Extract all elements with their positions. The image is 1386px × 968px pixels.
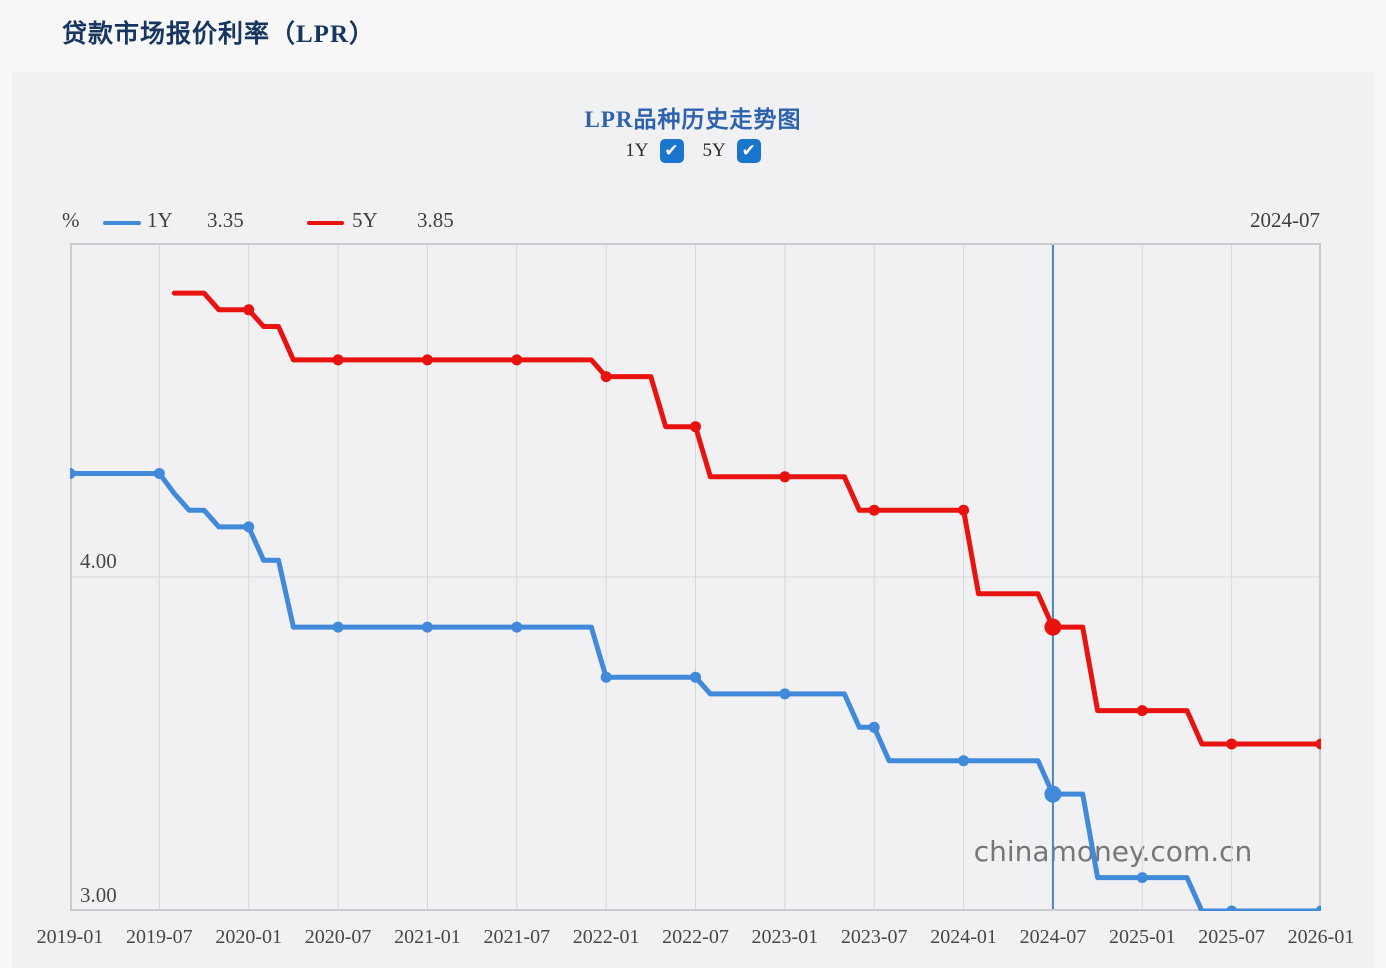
toggle-label-5y: 5Y bbox=[702, 140, 726, 161]
5y-dot bbox=[600, 371, 612, 383]
toggle-checkbox-1y[interactable]: ✔ bbox=[659, 139, 684, 163]
x-axis-label: 2021-07 bbox=[483, 926, 551, 948]
1y-dot bbox=[153, 467, 165, 479]
y-axis-unit-label: % bbox=[62, 208, 80, 232]
legend-swatch-1y bbox=[103, 221, 141, 225]
plot-border bbox=[70, 243, 1321, 911]
1y-dot bbox=[690, 671, 701, 683]
x-axis-label: 2026-01 bbox=[1287, 926, 1355, 948]
5y-dot bbox=[779, 471, 791, 483]
1y-dot bbox=[421, 621, 433, 633]
legend-value-5y: 3.85 bbox=[417, 208, 454, 232]
5y-current-dot bbox=[1044, 618, 1062, 636]
1y-dot bbox=[1136, 872, 1148, 884]
5y-dot bbox=[332, 354, 344, 366]
x-axis-label: 2022-01 bbox=[572, 926, 640, 948]
x-axis-label: 2023-01 bbox=[751, 926, 819, 948]
1y-dot bbox=[958, 755, 970, 767]
5y-dot bbox=[1226, 738, 1238, 750]
checkmark-icon: ✔ bbox=[741, 140, 756, 161]
y-axis-label: 3.00 bbox=[80, 883, 117, 907]
x-axis-label: 2020-07 bbox=[304, 926, 372, 948]
chart-title: LPR品种历史走势图 bbox=[584, 107, 802, 132]
x-axis-label: 2020-01 bbox=[215, 926, 283, 948]
1y-dot bbox=[779, 688, 791, 700]
5y-dot bbox=[1136, 705, 1148, 717]
1y-dot bbox=[600, 671, 612, 683]
toggle-label-1y: 1Y bbox=[625, 140, 649, 161]
5y-line bbox=[171, 290, 1321, 747]
x-axis-label: 2019-01 bbox=[36, 926, 104, 948]
series-toggles: 1Y ✔ 5Y ✔ bbox=[12, 136, 1374, 166]
page-title: 贷款市场报价利率（LPR） bbox=[62, 21, 376, 48]
x-axis-labels: 2019-01 2019-07 2020-01 2020-07 2021-01 2021-… bbox=[12, 926, 1374, 956]
lpr-trend-plot[interactable] bbox=[70, 243, 1321, 911]
chart-card: LPR品种历史走势图 1Y ✔ 5Y ✔ % 1Y 3.35 5Y 3.85 2… bbox=[12, 72, 1374, 968]
5y-dot bbox=[511, 354, 523, 366]
legend-name-1y: 1Y bbox=[147, 208, 173, 232]
1y-dot bbox=[332, 621, 344, 633]
legend-name-5y: 5Y bbox=[352, 208, 378, 232]
1y-dot bbox=[243, 521, 255, 533]
1y-current-dot bbox=[1044, 785, 1062, 803]
5y-dot bbox=[690, 421, 701, 433]
5y-dot bbox=[243, 304, 255, 316]
watermark: chinamoney.com.cn bbox=[973, 835, 1253, 868]
current-date-label: 2024-07 bbox=[1250, 208, 1320, 232]
x-axis-label: 2024-01 bbox=[930, 926, 997, 948]
1y-dot bbox=[70, 467, 76, 479]
legend-value-1y: 3.35 bbox=[207, 208, 244, 232]
x-axis-label: 2023-07 bbox=[840, 926, 908, 948]
x-axis-label: 2021-01 bbox=[394, 926, 461, 948]
x-axis-label: 2025-07 bbox=[1198, 926, 1265, 948]
x-axis-label: 2025-01 bbox=[1108, 926, 1176, 948]
legend-swatch-5y bbox=[307, 221, 344, 225]
x-axis-label: 2019-07 bbox=[126, 926, 193, 948]
1y-dot bbox=[868, 721, 880, 733]
1y-dot bbox=[511, 621, 523, 633]
5y-dot bbox=[1315, 738, 1321, 750]
legend: % 1Y 3.35 5Y 3.85 2024-07 bbox=[12, 208, 1374, 238]
y-axis-label: 4.00 bbox=[80, 549, 117, 573]
1y-dot bbox=[1315, 905, 1321, 911]
5y-dot bbox=[868, 504, 880, 516]
checkmark-icon: ✔ bbox=[664, 140, 679, 161]
x-axis-label: 2024-07 bbox=[1019, 926, 1087, 948]
5y-dot bbox=[958, 504, 970, 516]
1y-dot bbox=[1226, 905, 1238, 911]
x-axis-label: 2022-07 bbox=[662, 926, 729, 948]
toggle-checkbox-5y[interactable]: ✔ bbox=[736, 139, 761, 163]
5y-dot bbox=[421, 354, 433, 366]
